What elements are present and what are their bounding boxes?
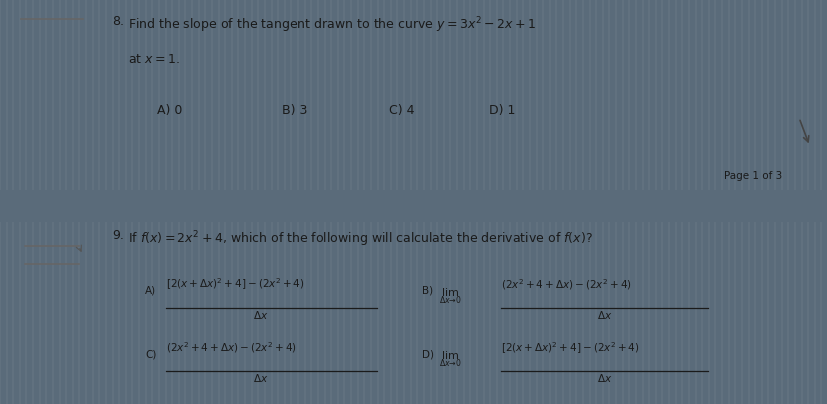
Text: $\Delta x$: $\Delta x$: [253, 372, 268, 384]
Text: $[2(x+\Delta x)^2+4]-(2x^2+4)$: $[2(x+\Delta x)^2+4]-(2x^2+4)$: [165, 277, 304, 292]
Text: C) 4: C) 4: [389, 104, 414, 118]
Text: Find the slope of the tangent drawn to the curve $y = 3x^2 - 2x + 1$: Find the slope of the tangent drawn to t…: [128, 15, 536, 35]
Text: A) 0: A) 0: [157, 104, 183, 118]
Text: B): B): [422, 286, 433, 296]
Text: $\Delta x$: $\Delta x$: [596, 309, 611, 320]
Text: D) 1: D) 1: [488, 104, 514, 118]
Text: $\lim_{\Delta x \to 0}$: $\lim_{\Delta x \to 0}$: [438, 349, 461, 369]
Text: If $f(x) = 2x^2 + 4$, which of the following will calculate the derivative of $f: If $f(x) = 2x^2 + 4$, which of the follo…: [128, 229, 592, 249]
Text: A): A): [145, 286, 155, 296]
Text: C): C): [145, 349, 156, 360]
Text: $(2x^2+4+\Delta x)-(2x^2+4)$: $(2x^2+4+\Delta x)-(2x^2+4)$: [165, 340, 296, 355]
Text: $\Delta x$: $\Delta x$: [253, 309, 268, 320]
Text: $\Delta x$: $\Delta x$: [596, 372, 611, 384]
Text: Page 1 of 3: Page 1 of 3: [724, 171, 782, 181]
Text: B) 3: B) 3: [281, 104, 307, 118]
Text: at $x = 1$.: at $x = 1$.: [128, 53, 180, 66]
Text: D): D): [422, 349, 433, 360]
Text: $\lim_{\Delta x \to 0}$: $\lim_{\Delta x \to 0}$: [438, 287, 461, 306]
Text: 9.: 9.: [112, 229, 123, 242]
Text: $[2(x+\Delta x)^2+4]-(2x^2+4)$: $[2(x+\Delta x)^2+4]-(2x^2+4)$: [500, 340, 638, 356]
Text: $(2x^2+4+\Delta x)-(2x^2+4)$: $(2x^2+4+\Delta x)-(2x^2+4)$: [500, 277, 631, 292]
Text: 8.: 8.: [112, 15, 123, 28]
